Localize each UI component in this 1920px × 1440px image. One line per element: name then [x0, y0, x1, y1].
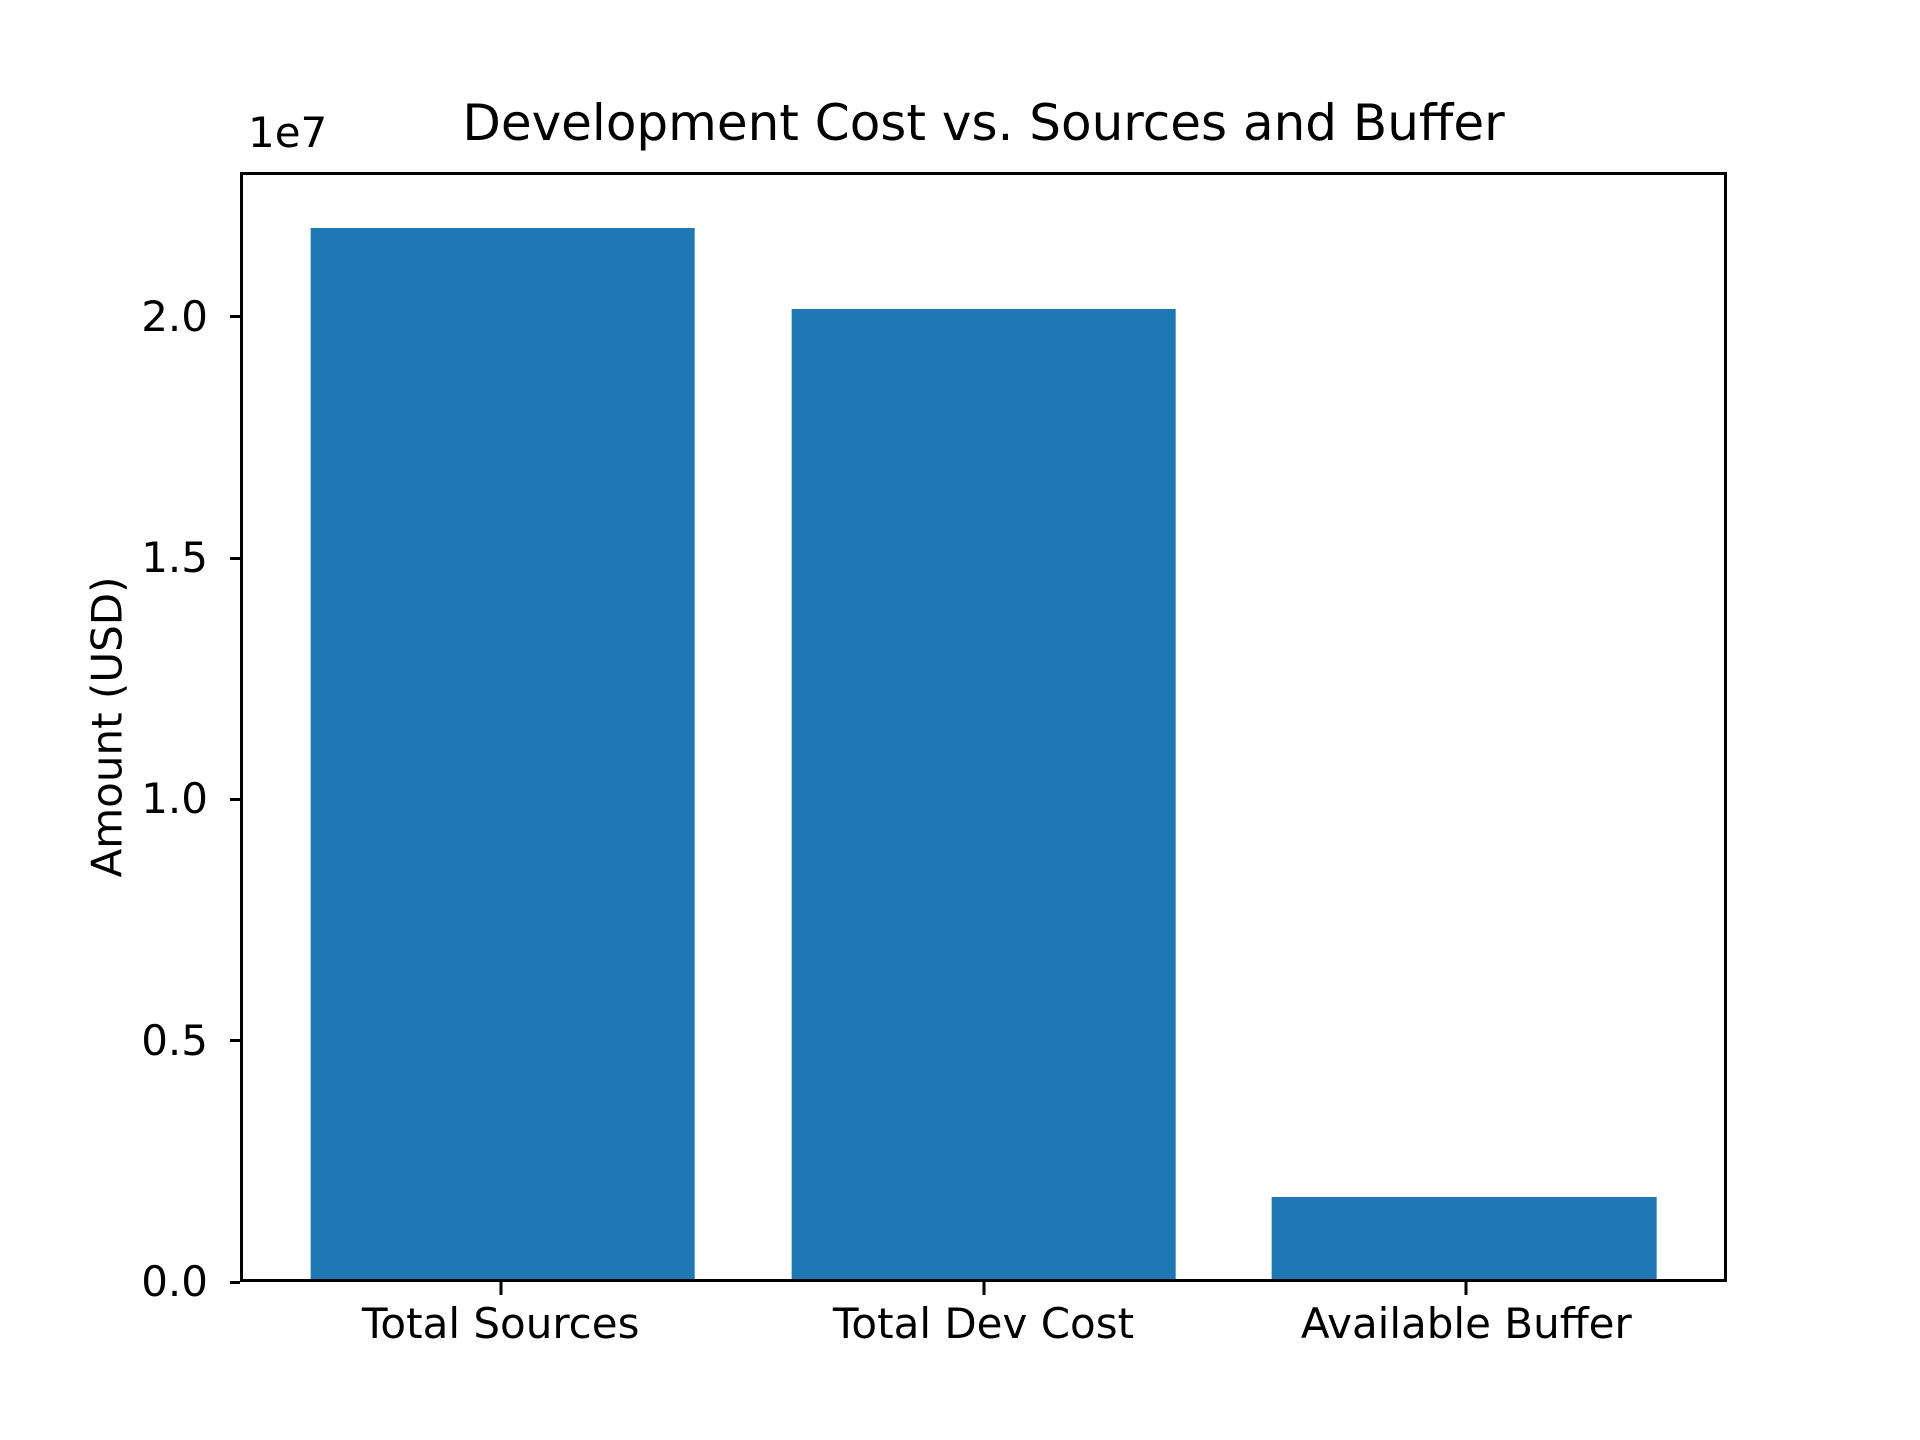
y-tick-label: 0.5 — [141, 1015, 208, 1065]
y-axis-label: Amount (USD) — [82, 576, 132, 878]
bar-total-sources — [310, 227, 695, 1279]
y-tick-mark — [230, 1280, 240, 1284]
x-tick-mark — [982, 1282, 985, 1295]
chart-title: Development Cost vs. Sources and Buffer — [462, 94, 1505, 152]
y-tick-label: 1.5 — [141, 533, 208, 583]
y-tick-mark — [230, 315, 240, 319]
plot-area — [240, 172, 1727, 1282]
y-tick-label: 0.0 — [141, 1257, 208, 1306]
y-tick-label: 1.0 — [141, 774, 208, 824]
y-tick-label: 2.0 — [141, 291, 208, 341]
x-tick-label: Available Buffer — [1300, 1299, 1632, 1348]
x-tick-mark — [499, 1282, 503, 1295]
bar-total-dev-cost — [791, 309, 1176, 1279]
y-tick-mark — [230, 797, 240, 801]
x-tick-label: Total Dev Cost — [832, 1299, 1135, 1348]
x-tick-mark — [1464, 1282, 1468, 1295]
bar-available-buffer — [1272, 1197, 1657, 1279]
y-axis-offset-label: 1e7 — [248, 108, 328, 157]
y-tick-mark — [230, 556, 240, 560]
x-tick-label: Total Sources — [361, 1299, 640, 1348]
y-tick-mark — [230, 1039, 240, 1043]
